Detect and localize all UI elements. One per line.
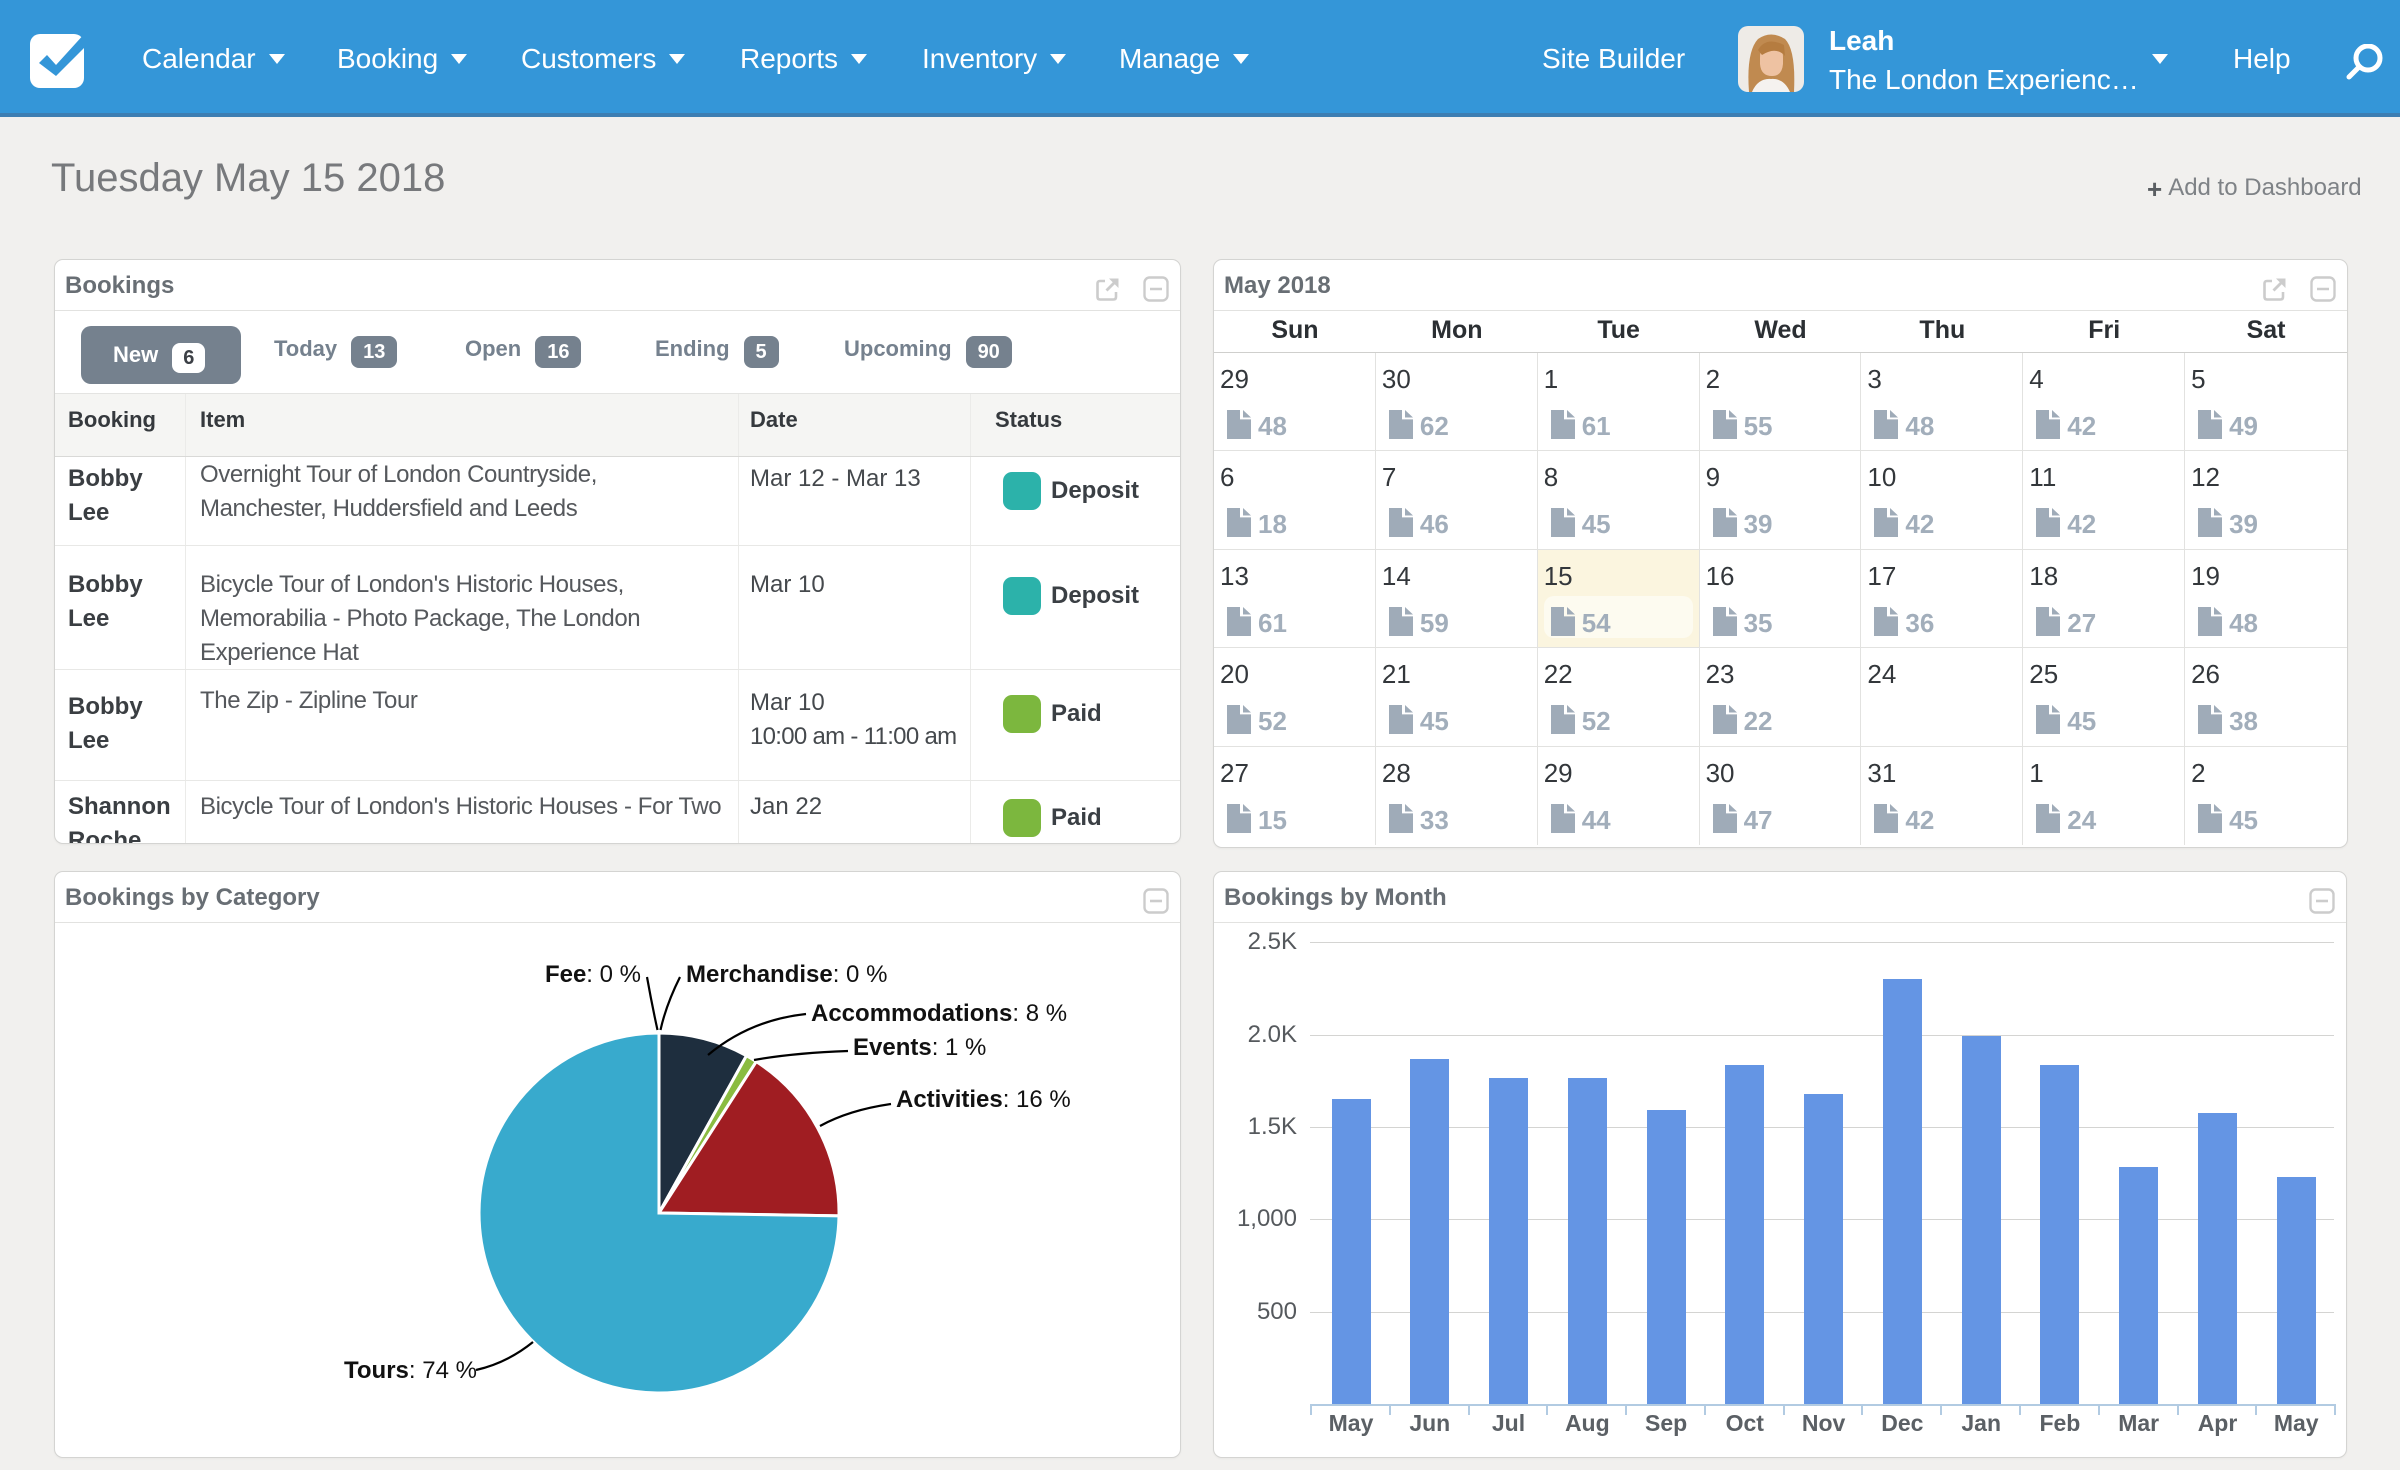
svg-text:Merchandise: 0 %: Merchandise: 0 %: [686, 961, 887, 988]
svg-text:Tours: 74 %: Tours: 74 %: [344, 1357, 477, 1384]
svg-text:Activities: 16 %: Activities: 16 %: [896, 1086, 1071, 1113]
svg-text:Events: 1 %: Events: 1 %: [853, 1034, 986, 1061]
svg-text:Accommodations: 8 %: Accommodations: 8 %: [811, 1000, 1067, 1027]
svg-text:Fee: 0 %: Fee: 0 %: [545, 961, 641, 988]
